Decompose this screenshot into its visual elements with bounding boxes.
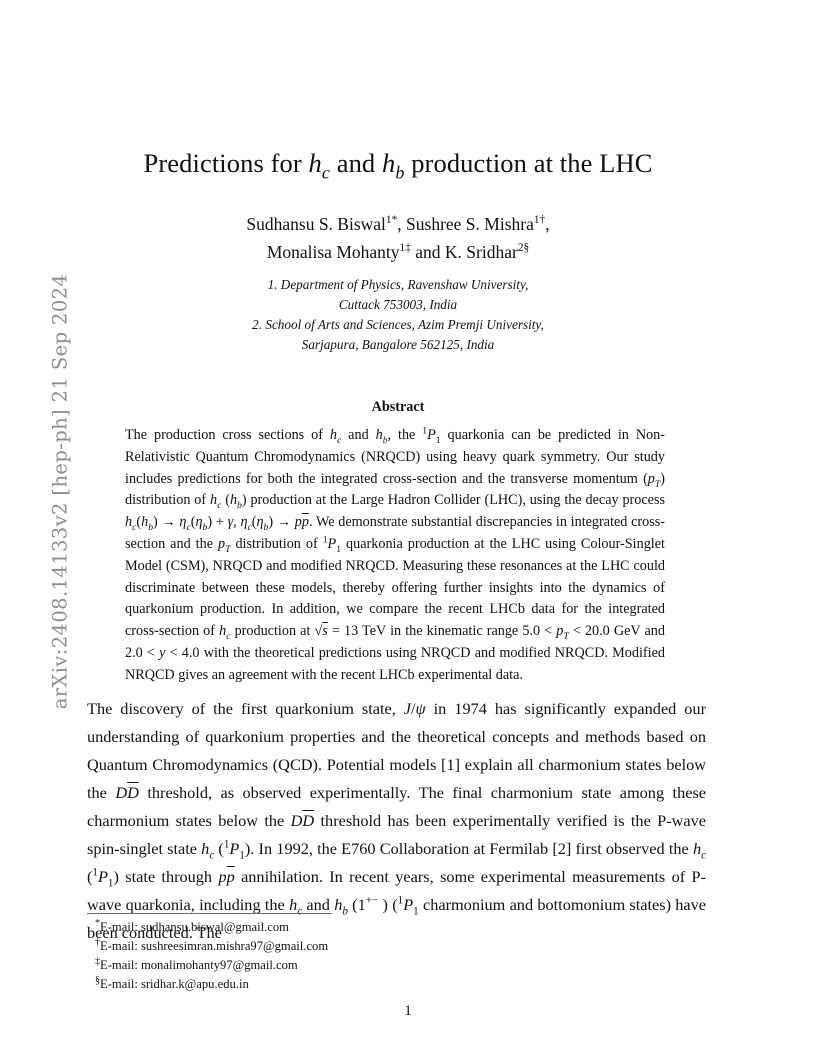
footnote-block: *E-mail: sudhansu.biswal@gmail.com †E-ma… (95, 918, 595, 995)
author-1: Sudhansu S. Biswal (246, 214, 386, 234)
footnote-marker: * (95, 917, 101, 929)
author-3-marker: 1‡ (399, 242, 411, 255)
page-number: 1 (404, 1003, 412, 1019)
affiliation-line: 2. School of Arts and Sciences, Azim Pre… (252, 317, 544, 333)
title-part-1: Predictions for (143, 148, 309, 178)
arxiv-stamp: arXiv:2408.14133v2 [hep-ph] 21 Sep 2024 (48, 273, 72, 710)
author-4-marker: 2§ (517, 242, 530, 255)
footnote-marker: † (95, 936, 101, 948)
abstract-body: The production cross sections of hc and … (125, 425, 665, 683)
abstract-heading: Abstract (371, 399, 425, 415)
author-4: K. Sridhar (444, 242, 518, 263)
author-2-marker: 1† (533, 214, 546, 227)
footnote-text: E-mail: monalimohanty97@gmail.com (100, 958, 298, 973)
footnote-item: †E-mail: sushreesimran.mishra97@gmail.co… (95, 937, 595, 956)
title-math-hc: hc (308, 148, 330, 181)
author-list: Sudhansu S. Biswal1*, Sushree S. Mishra1… (88, 210, 708, 267)
affiliation-line: Cuttack 753003, India (338, 297, 458, 313)
footnote-item: ‡E-mail: monalimohanty97@gmail.com (95, 956, 595, 975)
title-part-2: and (329, 148, 382, 178)
footnote-marker: ‡ (95, 956, 101, 968)
footnote-text: E-mail: sudhansu.biswal@gmail.com (100, 920, 289, 934)
title-part-3: production at the LHC (404, 148, 653, 178)
author-2: Sushree S. Mishra (406, 214, 534, 234)
title-math-hc-base: h (308, 148, 322, 178)
author-3: Monalisa Mohanty (266, 242, 400, 263)
footnote-text: E-mail: sridhar.k@apu.edu.in (100, 977, 249, 992)
author-sep-3: and (410, 242, 445, 263)
title-math-hc-sub: c (321, 162, 330, 183)
affiliation-line: Sarjapura, Bangalore 562125, India (301, 337, 495, 353)
footnote-marker: § (95, 975, 101, 987)
author-sep-1: , (397, 214, 407, 234)
title-math-hb-sub: b (395, 162, 405, 183)
footnote-item: *E-mail: sudhansu.biswal@gmail.com (95, 918, 595, 937)
body-paragraph-1: The discovery of the first quarkonium st… (87, 699, 707, 943)
author-sep-2: , (545, 214, 550, 234)
author-1-marker: 1* (385, 214, 398, 227)
footnote-rule (87, 913, 332, 914)
footnote-text: E-mail: sushreesimran.mishra97@gmail.com (100, 939, 329, 954)
page-title: Predictions for hc and hb production at … (88, 148, 708, 181)
footnote-item: §E-mail: sridhar.k@apu.edu.in (95, 975, 595, 994)
affiliation-block: 1. Department of Physics, Ravenshaw Univ… (88, 275, 708, 355)
title-math-hb: hb (382, 148, 404, 181)
title-math-hb-base: h (382, 148, 396, 178)
affiliation-line: 1. Department of Physics, Ravenshaw Univ… (267, 277, 529, 292)
